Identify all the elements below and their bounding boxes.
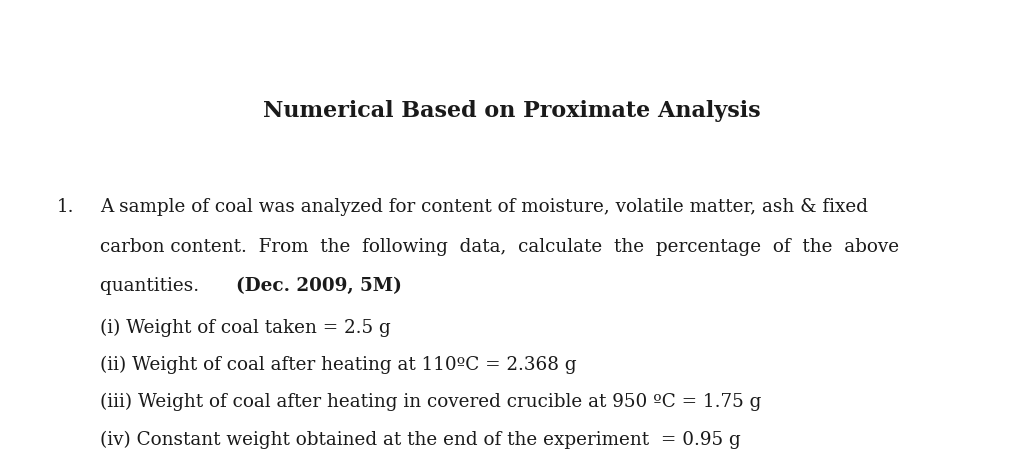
Text: 1.: 1. <box>56 198 74 216</box>
Text: (ii) Weight of coal after heating at 110ºC = 2.368 g: (ii) Weight of coal after heating at 110… <box>100 356 577 374</box>
Text: Numerical Based on Proximate Analysis: Numerical Based on Proximate Analysis <box>263 100 761 122</box>
Text: quantities.: quantities. <box>100 277 206 295</box>
Text: A sample of coal was analyzed for content of moisture, volatile matter, ash & fi: A sample of coal was analyzed for conten… <box>100 198 868 216</box>
Text: (iii) Weight of coal after heating in covered crucible at 950 ºC = 1.75 g: (iii) Weight of coal after heating in co… <box>100 393 762 411</box>
Text: (Dec. 2009, 5M): (Dec. 2009, 5M) <box>236 277 401 295</box>
Text: carbon content.  From  the  following  data,  calculate  the  percentage  of  th: carbon content. From the following data,… <box>100 238 899 256</box>
Text: (iv) Constant weight obtained at the end of the experiment  = 0.95 g: (iv) Constant weight obtained at the end… <box>100 430 741 449</box>
Text: (i) Weight of coal taken = 2.5 g: (i) Weight of coal taken = 2.5 g <box>100 318 391 337</box>
